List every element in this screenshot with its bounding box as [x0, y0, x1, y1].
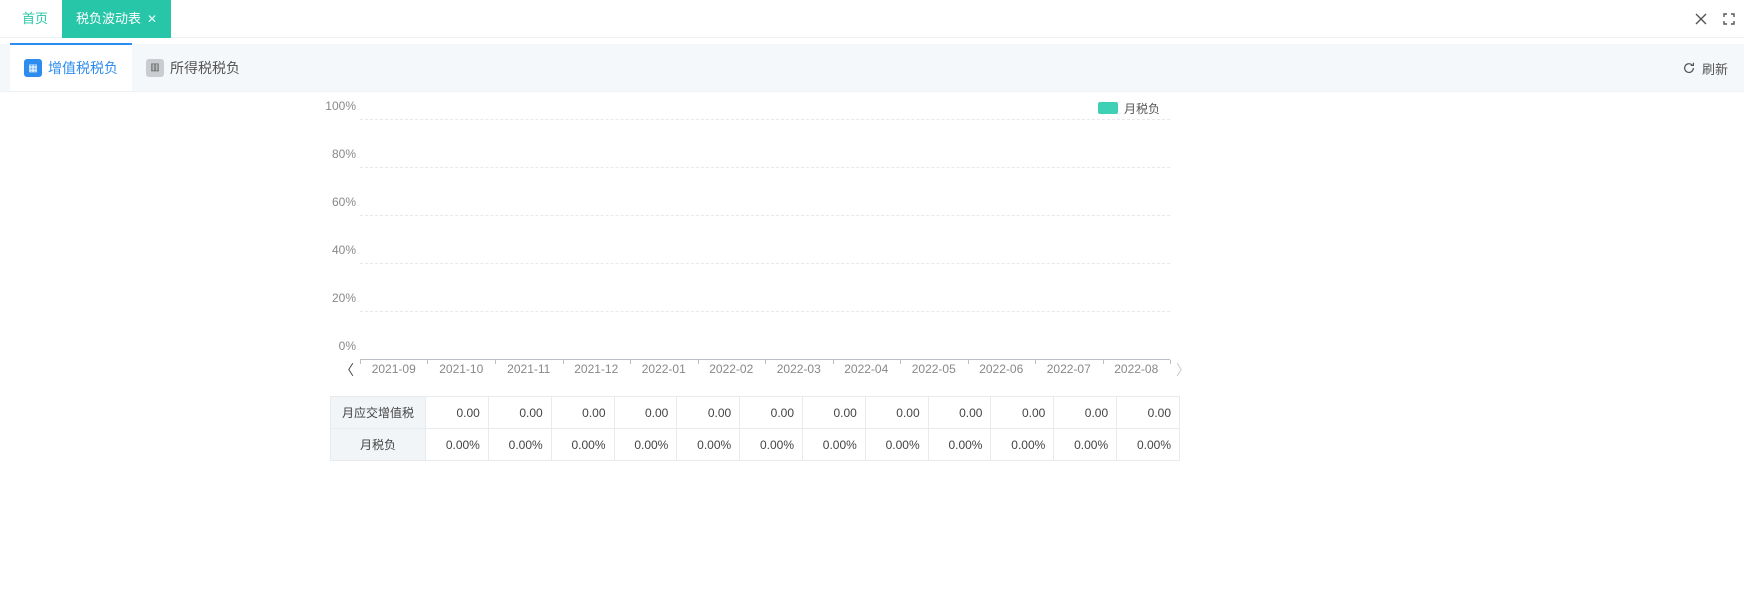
table-cell: 0.00%	[614, 429, 677, 461]
chart-y-tick-label: 0%	[316, 339, 356, 353]
chart-legend: 月税负	[0, 96, 1180, 120]
table-cell: 0.00	[928, 397, 991, 429]
table-cell: 0.00%	[1054, 429, 1117, 461]
table-cell: 0.00%	[488, 429, 551, 461]
table-cell: 0.00	[1054, 397, 1117, 429]
tab-tax-fluctuation-label: 税负波动表	[76, 0, 141, 38]
chart-container: 月税负 0%20%40%60%80%100% 〈 〉 2021-092021-1…	[0, 92, 1180, 461]
table-cell: 0.00%	[426, 429, 489, 461]
table-cell: 0.00	[551, 397, 614, 429]
chart-y-tick-label: 60%	[316, 195, 356, 209]
close-window-icon[interactable]	[1694, 12, 1708, 26]
tab-vat-burden[interactable]: ▦ 增值税税负	[10, 43, 132, 91]
table-cell: 0.00%	[803, 429, 866, 461]
refresh-button[interactable]: 刷新	[1682, 44, 1728, 92]
chart-x-labels: 〈 〉 2021-092021-102021-112021-122022-012…	[360, 360, 1170, 380]
table-cell: 0.00	[991, 397, 1054, 429]
chevron-left-icon[interactable]: 〈	[340, 360, 354, 380]
close-icon[interactable]: ✕	[147, 0, 157, 38]
chart-x-tick-label: 2021-12	[574, 362, 618, 376]
chart-x-tick-label: 2022-05	[912, 362, 956, 376]
row-header-vat-payable: 月应交增值税	[331, 397, 426, 429]
tab-home-label: 首页	[22, 0, 48, 38]
table-row: 月税负 0.00%0.00%0.00%0.00%0.00%0.00%0.00%0…	[331, 429, 1180, 461]
chart-x-tick-label: 2022-01	[642, 362, 686, 376]
refresh-label: 刷新	[1702, 59, 1728, 78]
window-controls	[1694, 0, 1736, 38]
chart-x-tick-label: 2021-10	[439, 362, 483, 376]
income-tax-icon: ▥	[146, 59, 164, 77]
chart-y-tick-label: 80%	[316, 147, 356, 161]
table-cell: 0.00%	[677, 429, 740, 461]
table-cell: 0.00	[426, 397, 489, 429]
table-cell: 0.00%	[1117, 429, 1180, 461]
chart-x-tick-label: 2021-09	[372, 362, 416, 376]
chart-x-tick-label: 2022-08	[1114, 362, 1158, 376]
table-cell: 0.00%	[865, 429, 928, 461]
table-cell: 0.00	[677, 397, 740, 429]
chart-x-tick	[1170, 360, 1171, 364]
chart-y-tick-label: 40%	[316, 243, 356, 257]
chart-gridline	[360, 263, 1170, 264]
chart-x-tick-label: 2021-11	[507, 362, 550, 376]
legend-swatch	[1098, 102, 1118, 114]
row-header-monthly-burden: 月税负	[331, 429, 426, 461]
chart-x-tick-label: 2022-06	[979, 362, 1023, 376]
table-cell: 0.00	[740, 397, 803, 429]
chart-y-tick-label: 100%	[316, 99, 356, 113]
table-cell: 0.00%	[740, 429, 803, 461]
table-cell: 0.00	[865, 397, 928, 429]
window-tab-strip: 首页 税负波动表 ✕	[0, 0, 1744, 38]
legend-label: 月税负	[1124, 100, 1160, 117]
chart-y-tick-label: 20%	[316, 291, 356, 305]
chevron-right-icon[interactable]: 〉	[1176, 360, 1190, 380]
table-cell: 0.00	[1117, 397, 1180, 429]
tab-tax-fluctuation[interactable]: 税负波动表 ✕	[62, 0, 171, 38]
chart-x-tick-label: 2022-02	[709, 362, 753, 376]
chart-x-tick-label: 2022-04	[844, 362, 888, 376]
data-table: 月应交增值税 0.000.000.000.000.000.000.000.000…	[330, 396, 1180, 461]
chart-gridline	[360, 311, 1170, 312]
tab-income-label: 所得税税负	[170, 58, 240, 78]
tab-home[interactable]: 首页	[8, 0, 62, 38]
chart-x-tick-label: 2022-07	[1047, 362, 1091, 376]
refresh-icon	[1682, 61, 1696, 75]
table-cell: 0.00%	[928, 429, 991, 461]
report-content: 月税负 0%20%40%60%80%100% 〈 〉 2021-092021-1…	[0, 92, 1744, 481]
table-cell: 0.00%	[991, 429, 1054, 461]
chart-gridline	[360, 167, 1170, 168]
table-cell: 0.00	[803, 397, 866, 429]
tab-vat-label: 增值税税负	[48, 58, 118, 78]
tab-income-tax-burden[interactable]: ▥ 所得税税负	[132, 44, 254, 92]
chart-x-tick-label: 2022-03	[777, 362, 821, 376]
table-row: 月应交增值税 0.000.000.000.000.000.000.000.000…	[331, 397, 1180, 429]
chart-gridline	[360, 119, 1170, 120]
table-cell: 0.00%	[551, 429, 614, 461]
report-tab-strip: ▦ 增值税税负 ▥ 所得税税负 刷新	[0, 44, 1744, 92]
vat-icon: ▦	[24, 59, 42, 77]
fullscreen-icon[interactable]	[1722, 12, 1736, 26]
table-cell: 0.00	[614, 397, 677, 429]
chart-gridline	[360, 215, 1170, 216]
chart-plot-area: 0%20%40%60%80%100%	[360, 120, 1170, 360]
table-cell: 0.00	[488, 397, 551, 429]
